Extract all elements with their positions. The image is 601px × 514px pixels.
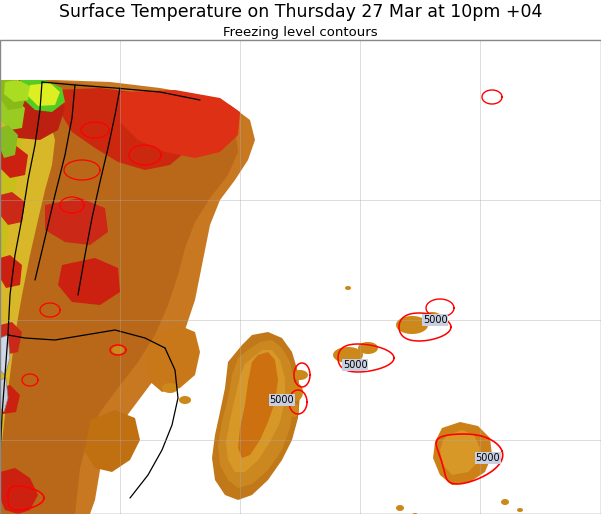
Polygon shape (0, 108, 55, 460)
Polygon shape (333, 347, 363, 363)
Polygon shape (0, 80, 255, 514)
Polygon shape (0, 132, 22, 305)
Polygon shape (517, 508, 523, 512)
Polygon shape (292, 370, 308, 380)
Polygon shape (4, 80, 30, 102)
Polygon shape (289, 383, 303, 401)
Polygon shape (422, 312, 442, 324)
Polygon shape (226, 350, 285, 472)
Polygon shape (238, 352, 278, 458)
Polygon shape (145, 325, 200, 392)
Polygon shape (20, 80, 65, 112)
Polygon shape (212, 332, 300, 500)
Polygon shape (28, 83, 60, 106)
Polygon shape (440, 430, 480, 475)
Text: 5000: 5000 (270, 395, 294, 405)
Text: 5000: 5000 (423, 315, 447, 325)
Polygon shape (0, 80, 238, 514)
Polygon shape (45, 198, 108, 245)
Polygon shape (112, 346, 124, 354)
Polygon shape (58, 258, 120, 305)
Polygon shape (218, 340, 294, 488)
Polygon shape (0, 192, 25, 225)
Text: 5000: 5000 (343, 360, 367, 370)
Polygon shape (396, 316, 428, 334)
Polygon shape (501, 499, 509, 505)
Polygon shape (0, 80, 65, 140)
Polygon shape (0, 322, 22, 355)
Polygon shape (0, 468, 38, 514)
Polygon shape (0, 145, 28, 178)
Text: 5000: 5000 (475, 453, 500, 463)
Polygon shape (85, 410, 140, 472)
Polygon shape (396, 505, 404, 511)
Polygon shape (0, 378, 8, 412)
Polygon shape (433, 422, 492, 485)
Polygon shape (120, 90, 240, 158)
Text: Freezing level contours: Freezing level contours (223, 26, 378, 39)
Polygon shape (0, 80, 28, 110)
Polygon shape (162, 383, 178, 393)
Polygon shape (289, 403, 299, 417)
Polygon shape (0, 335, 10, 375)
Polygon shape (345, 286, 351, 290)
Text: Surface Temperature on Thursday 27 Mar at 10pm +04: Surface Temperature on Thursday 27 Mar a… (59, 3, 542, 21)
Polygon shape (412, 513, 418, 514)
Polygon shape (0, 255, 22, 288)
Polygon shape (179, 396, 191, 404)
Polygon shape (0, 98, 25, 130)
Polygon shape (358, 342, 378, 354)
Polygon shape (55, 88, 195, 170)
Polygon shape (0, 385, 20, 414)
Polygon shape (0, 125, 18, 158)
